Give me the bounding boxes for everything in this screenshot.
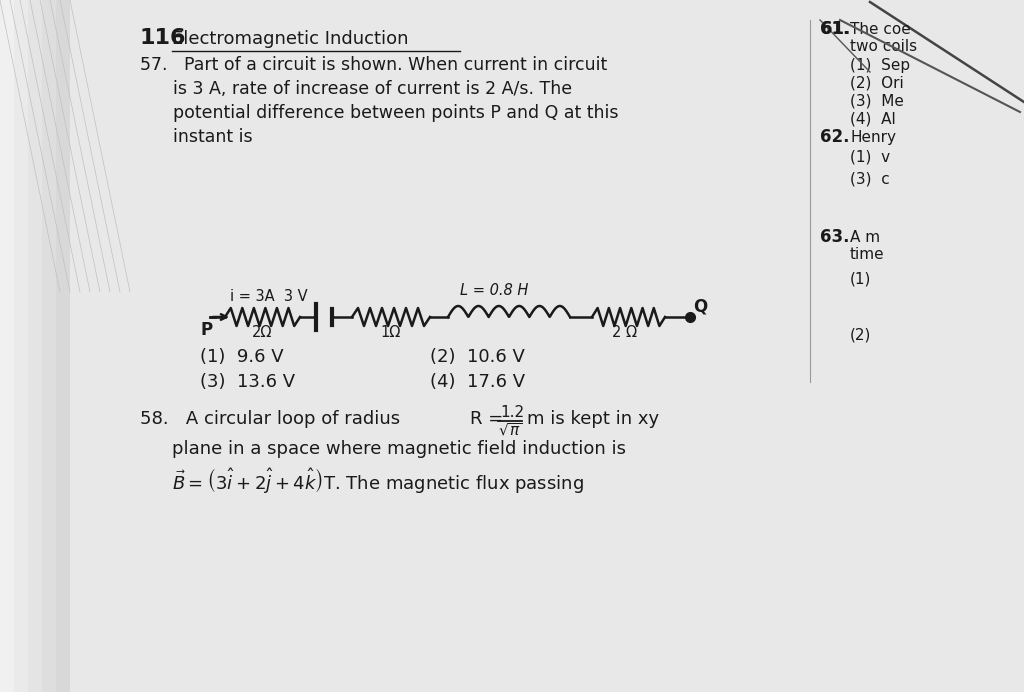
Text: 58.   A circular loop of radius: 58. A circular loop of radius (140, 410, 412, 428)
Text: (2)  Ori: (2) Ori (850, 76, 904, 91)
Text: two coils: two coils (850, 39, 918, 54)
Text: $\vec{B} = \left(3\hat{i}+2\hat{j}+4\hat{k}\right)\mathrm{T}$. The magnetic flux: $\vec{B} = \left(3\hat{i}+2\hat{j}+4\hat… (172, 466, 584, 495)
Text: (3)  13.6 V: (3) 13.6 V (200, 373, 295, 391)
Bar (0, 0, 14, 692)
Bar (28, 0, 42, 692)
Bar (14, 0, 28, 692)
Text: Henry: Henry (850, 130, 896, 145)
Text: 2 Ω: 2 Ω (612, 325, 637, 340)
Text: i = 3A  3 V: i = 3A 3 V (230, 289, 307, 304)
Text: 2Ω: 2Ω (252, 325, 272, 340)
Text: m is kept in xy: m is kept in xy (527, 410, 659, 428)
Text: $\sqrt{\pi}$: $\sqrt{\pi}$ (498, 421, 522, 438)
Bar (42, 0, 56, 692)
Text: 1Ω: 1Ω (380, 325, 400, 340)
Text: 63.: 63. (820, 228, 850, 246)
Text: R =: R = (470, 410, 509, 428)
Text: instant is: instant is (140, 128, 253, 146)
Text: The coe: The coe (850, 22, 910, 37)
Text: P: P (200, 321, 212, 339)
Text: (1): (1) (850, 272, 871, 287)
Text: Electromagnetic Induction: Electromagnetic Induction (172, 30, 409, 48)
Text: (4)  Al: (4) Al (850, 112, 896, 127)
Text: plane in a space where magnetic field induction is: plane in a space where magnetic field in… (172, 440, 626, 458)
Text: 116: 116 (140, 28, 186, 48)
Bar (56, 0, 70, 692)
Text: L = 0.8 H: L = 0.8 H (460, 283, 528, 298)
Text: potential difference between points P and Q at this: potential difference between points P an… (140, 104, 618, 122)
Text: 62.: 62. (820, 128, 850, 146)
Text: A m: A m (850, 230, 880, 245)
Text: (2): (2) (850, 327, 871, 342)
Text: time: time (850, 247, 885, 262)
Text: (3)  Me: (3) Me (850, 94, 904, 109)
Text: 1.2: 1.2 (500, 405, 524, 420)
Text: 61.: 61. (820, 20, 849, 38)
Text: (2)  10.6 V: (2) 10.6 V (430, 348, 525, 366)
Text: (1)  Sep: (1) Sep (850, 58, 910, 73)
Text: 61.: 61. (821, 20, 850, 38)
Text: (1)  9.6 V: (1) 9.6 V (200, 348, 284, 366)
Text: (1)  v: (1) v (850, 150, 890, 165)
Text: (3)  c: (3) c (850, 172, 890, 187)
Text: Q: Q (693, 298, 708, 316)
Text: is 3 A, rate of increase of current is 2 A/s. The: is 3 A, rate of increase of current is 2… (140, 80, 572, 98)
Text: (4)  17.6 V: (4) 17.6 V (430, 373, 525, 391)
Text: 57.   Part of a circuit is shown. When current in circuit: 57. Part of a circuit is shown. When cur… (140, 56, 607, 74)
